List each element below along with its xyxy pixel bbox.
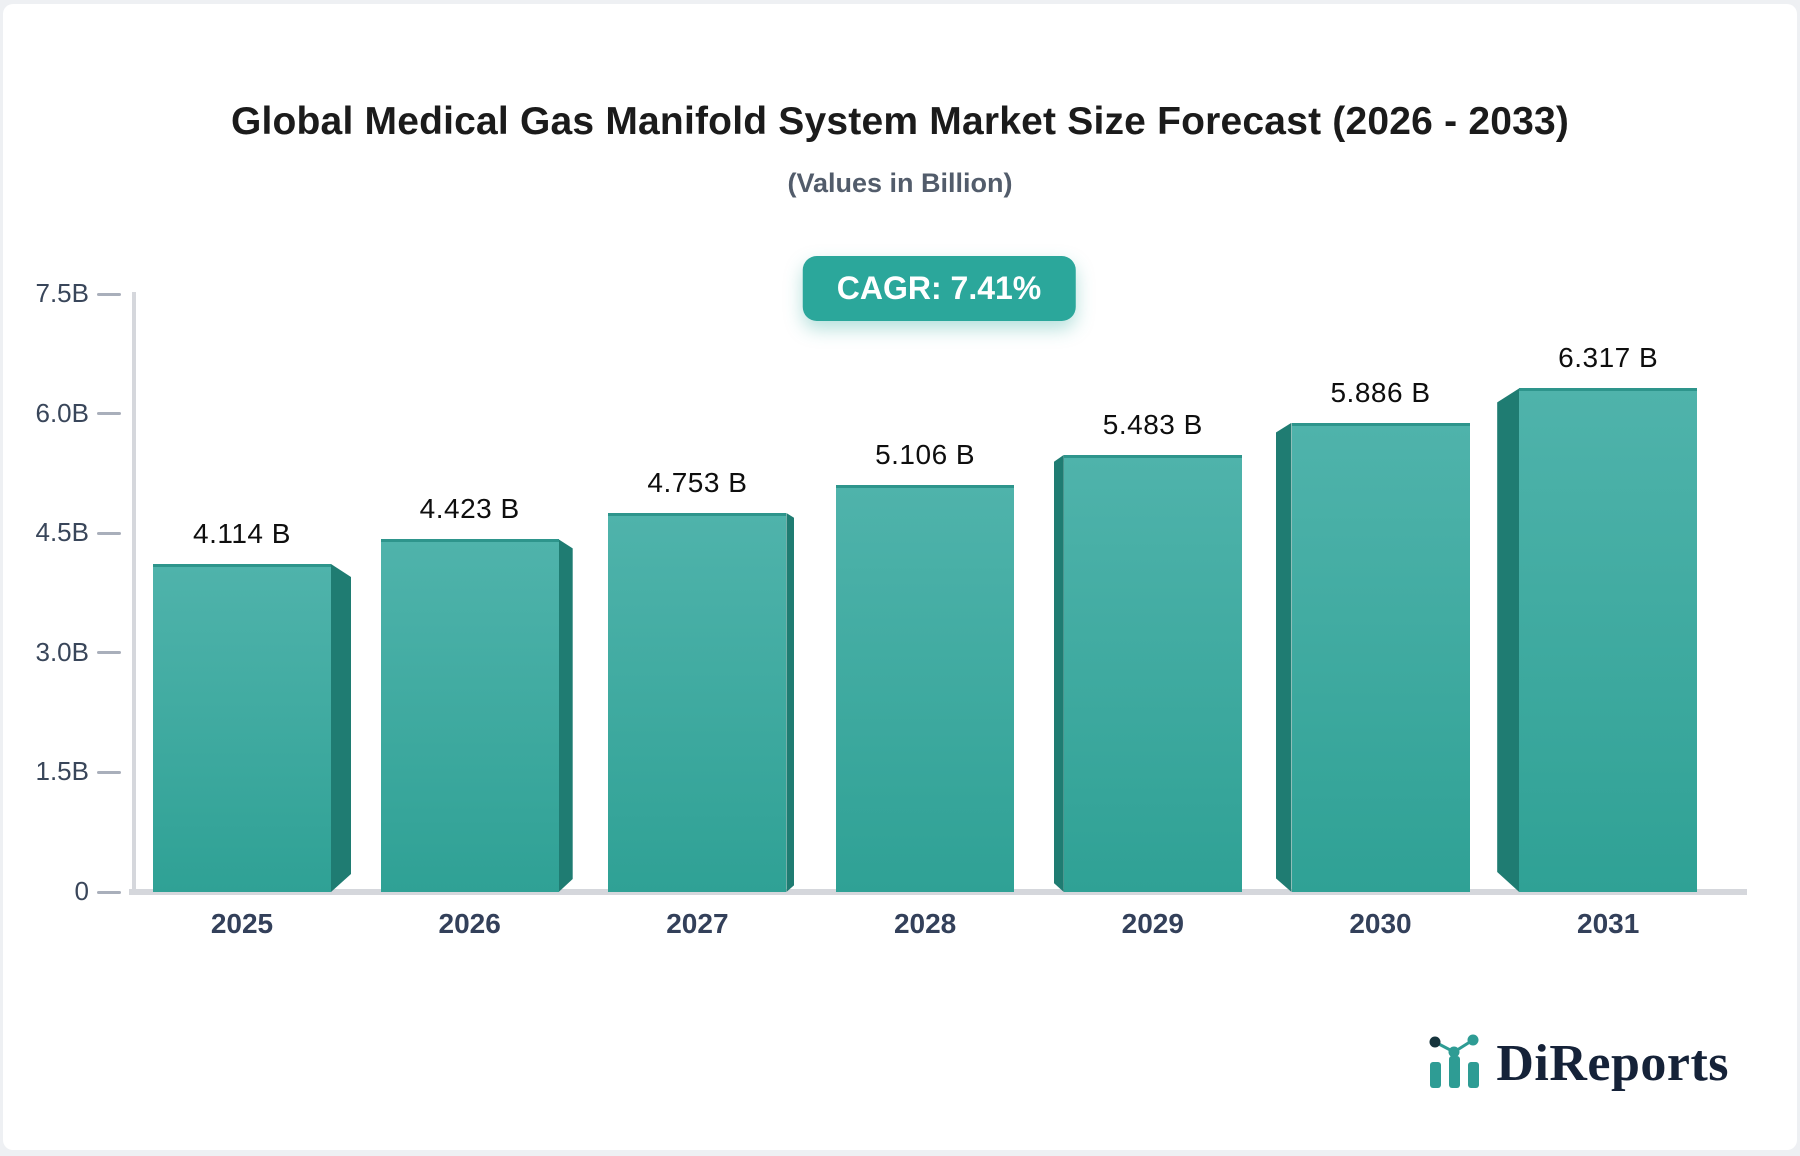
bar-2027 [608, 513, 787, 892]
y-tick-label-7.5B: 7.5B [35, 278, 90, 308]
bar-side-2025 [331, 564, 351, 892]
direports-chart-icon [1429, 1034, 1480, 1088]
y-tick-0 [97, 890, 121, 894]
bar-side-2026 [559, 539, 573, 892]
bar-2026 [380, 539, 559, 892]
chart-card: Global Medical Gas Manifold System Marke… [3, 4, 1797, 1150]
y-tick-7.5B [97, 292, 121, 296]
value-label-2025: 4.114 B [193, 517, 291, 549]
bar-side-2029 [1054, 455, 1064, 892]
direports-logo-text: DiReports [1496, 1034, 1729, 1092]
y-tick-label-4.5B: 4.5B [35, 517, 90, 548]
bar-2025 [153, 563, 331, 892]
bar-2031 [1519, 388, 1698, 892]
bar-side-2031 [1497, 388, 1519, 892]
x-label-2027: 2027 [666, 908, 729, 939]
chart-title: Global Medical Gas Manifold System Marke… [230, 100, 1570, 143]
y-tick-label-0: 0 [74, 876, 89, 906]
y-tick-4.5B [97, 531, 121, 535]
value-label-2026: 4.423 B [419, 493, 520, 525]
y-axis-line [132, 292, 136, 893]
y-tick-3.0B [97, 651, 121, 655]
x-label-2025: 2025 [210, 908, 274, 939]
x-label-2030: 2030 [1349, 908, 1412, 939]
bar-side-2030 [1276, 423, 1292, 892]
y-tick-6.0B [97, 412, 121, 416]
x-label-2028: 2028 [893, 908, 957, 939]
x-label-2031: 2031 [1577, 908, 1640, 939]
y-tick-label-3.0B: 3.0B [35, 636, 90, 667]
value-label-2030: 5.886 B [1330, 376, 1431, 408]
y-tick-label-1.5B: 1.5B [35, 756, 90, 787]
x-label-2029: 2029 [1121, 908, 1184, 939]
value-label-2031: 6.317 B [1558, 342, 1659, 374]
direports-logo: DiReports [1424, 1032, 1729, 1094]
x-axis-line [129, 889, 1747, 895]
bar-2030 [1291, 422, 1470, 892]
chart-subtitle: (Values in Billion) [787, 168, 1013, 198]
value-label-2029: 5.483 B [1102, 408, 1203, 440]
bar-2028 [836, 484, 1015, 892]
x-label-2026: 2026 [438, 908, 501, 939]
bar-side-2027 [786, 513, 794, 892]
bar-2029 [1063, 454, 1242, 892]
value-label-2028: 5.106 B [875, 438, 976, 470]
bar-chart: 0 1.5B 3.0B 4.5B 6.0B 7.5B 4.114 B 2025 4.423 B 2… [3, 4, 1800, 1156]
cagr-badge: CAGR: 7.41% [802, 256, 1076, 321]
value-label-2027: 4.753 B [647, 467, 748, 499]
y-tick-1.5B [97, 770, 121, 774]
y-tick-label-6.0B: 6.0B [35, 397, 90, 428]
